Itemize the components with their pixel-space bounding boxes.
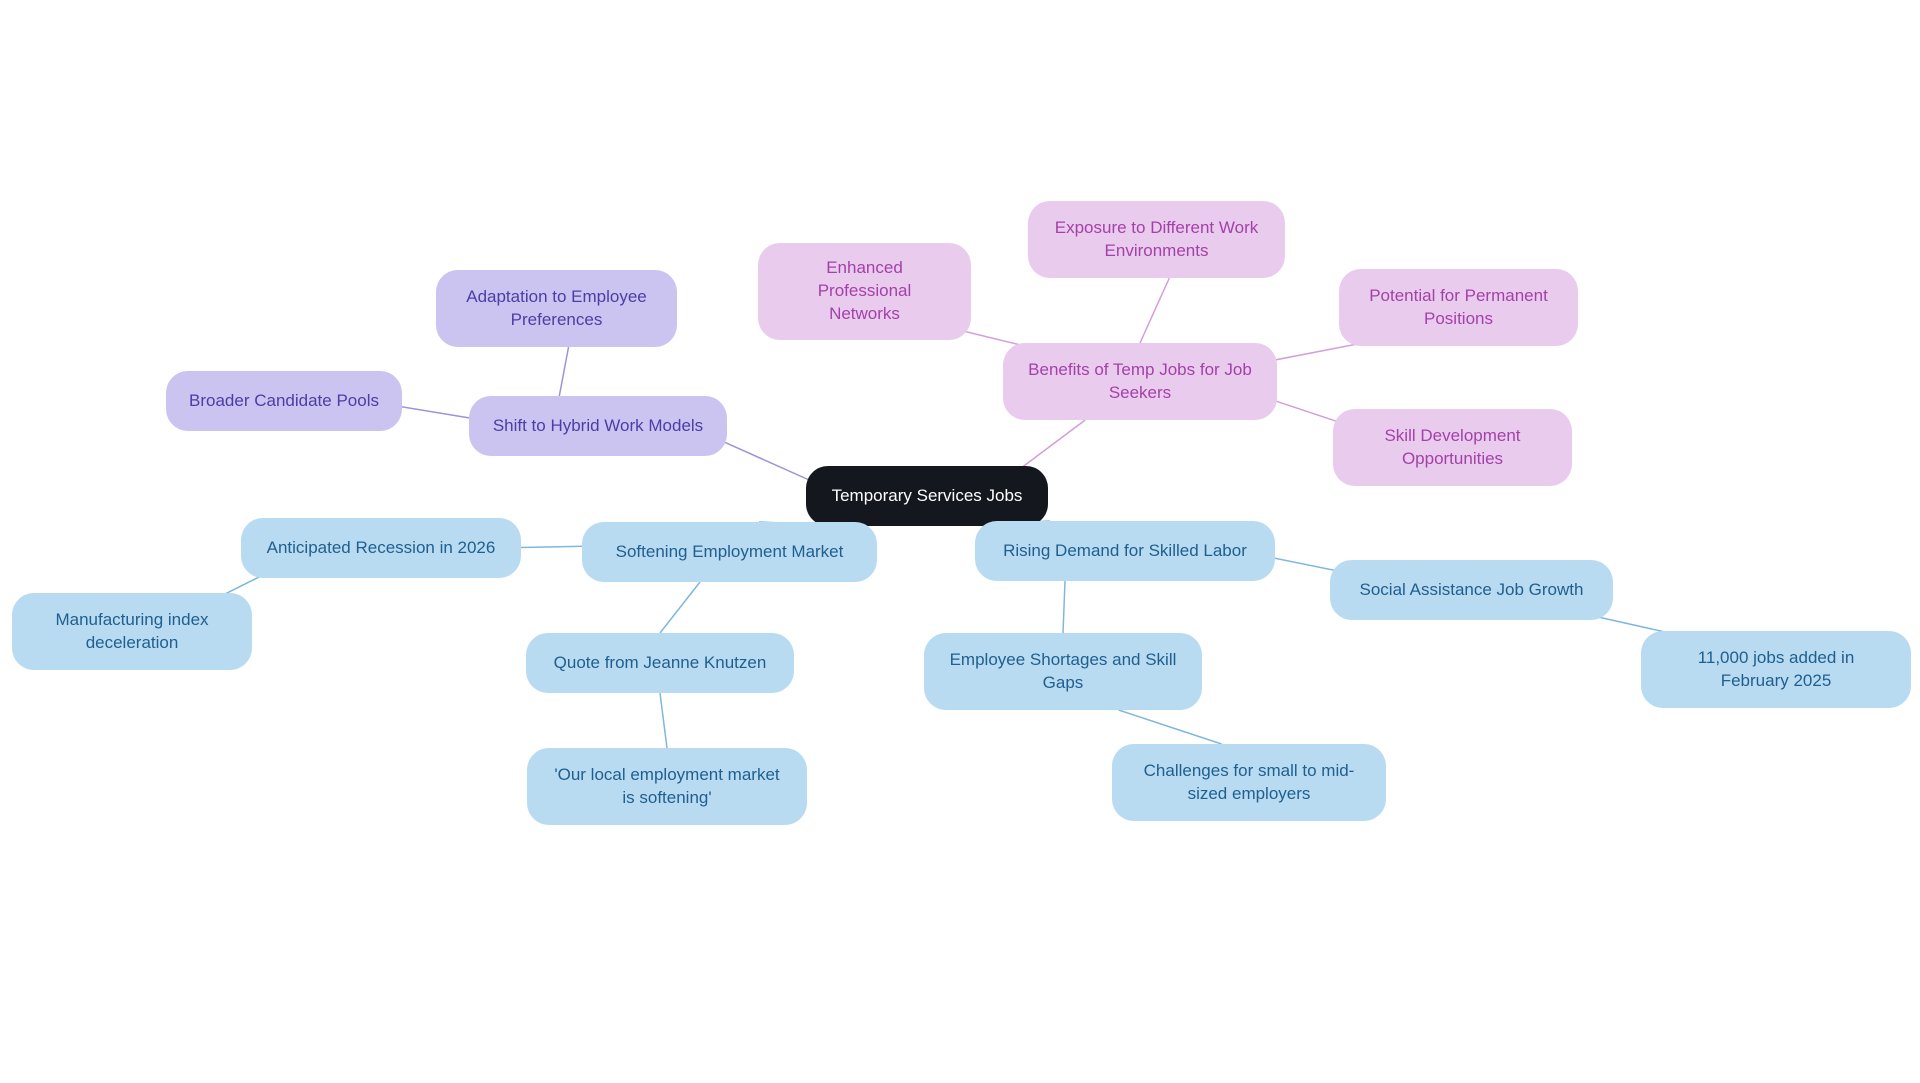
edge-rising-shortages	[1063, 581, 1065, 633]
node-benefits: Benefits of Temp Jobs for Job Seekers	[1003, 343, 1277, 420]
node-permanent: Potential for Permanent Positions	[1339, 269, 1578, 346]
node-center: Temporary Services Jobs	[806, 466, 1048, 526]
edge-hybrid-adapt	[559, 347, 568, 396]
node-exposure: Exposure to Different Work Environments	[1028, 201, 1285, 278]
edge-quote-quotetxt	[660, 693, 667, 748]
node-broader: Broader Candidate Pools	[166, 371, 402, 431]
edge-benefits-exposure	[1140, 278, 1169, 343]
node-softening: Softening Employment Market	[582, 522, 877, 582]
node-eleven: 11,000 jobs added in February 2025	[1641, 631, 1911, 708]
node-shortages: Employee Shortages and Skill Gaps	[924, 633, 1202, 710]
node-quote: Quote from Jeanne Knutzen	[526, 633, 794, 693]
edge-softening-quote	[660, 582, 700, 633]
node-social: Social Assistance Job Growth	[1330, 560, 1613, 620]
node-rising: Rising Demand for Skilled Labor	[975, 521, 1275, 581]
node-skilldev: Skill Development Opportunities	[1333, 409, 1572, 486]
node-mfg: Manufacturing index deceleration	[12, 593, 252, 670]
node-recession: Anticipated Recession in 2026	[241, 518, 521, 578]
edge-shortages-challenges	[1119, 710, 1222, 744]
node-adapt: Adaptation to Employee Preferences	[436, 270, 677, 347]
node-hybrid: Shift to Hybrid Work Models	[469, 396, 727, 456]
node-networks: Enhanced Professional Networks	[758, 243, 971, 340]
node-challenges: Challenges for small to mid-sized employ…	[1112, 744, 1386, 821]
node-quotetxt: 'Our local employment market is softenin…	[527, 748, 807, 825]
